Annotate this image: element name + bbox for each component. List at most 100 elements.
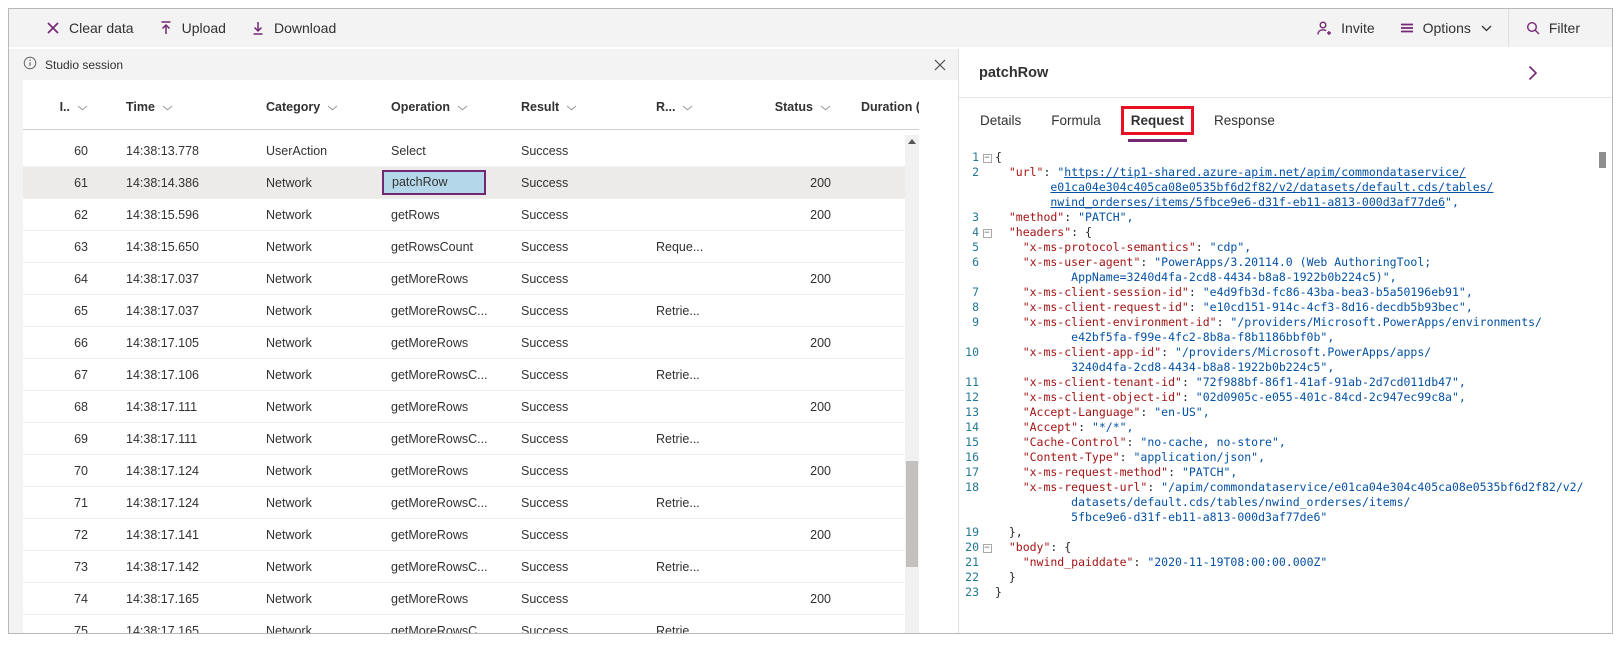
arrow-down-to-bar-icon bbox=[250, 20, 266, 36]
table-row[interactable]: 66 14:38:17.105 Network getMoreRows Success 2… bbox=[23, 327, 905, 359]
grid-vertical-scrollbar[interactable] bbox=[905, 135, 919, 633]
column-header-duration[interactable]: Duration ( bbox=[841, 84, 919, 129]
fold-gutter bbox=[979, 180, 995, 195]
table-row[interactable]: 71 14:38:17.124 Network getMoreRowsC... Succ… bbox=[23, 487, 905, 519]
cell-category: Network bbox=[266, 335, 312, 350]
cell-time: 14:38:17.106 bbox=[126, 367, 199, 382]
detail-header: patchRow bbox=[959, 49, 1612, 98]
table-row[interactable]: 72 14:38:17.141 Network getMoreRows Success 2… bbox=[23, 519, 905, 551]
url-link[interactable]: https://tip1-shared.azure-apim.net/apim/… bbox=[1064, 165, 1466, 179]
table-row[interactable]: 69 14:38:17.111 Network getMoreRowsC... Succ… bbox=[23, 423, 905, 455]
code-text: nwind_orderses/items/5fbce9e6-d31f-eb11-… bbox=[995, 195, 1612, 210]
table-row[interactable]: 75 14:38:17.165 Network getMoreRowsC... Succ… bbox=[23, 615, 905, 633]
code-line: datasets/default.cds/tables/nwind_orders… bbox=[959, 495, 1612, 510]
column-header-category[interactable]: Category bbox=[241, 84, 376, 129]
cell-status bbox=[721, 359, 841, 390]
cell-category: Network bbox=[266, 207, 312, 222]
chevron-down-icon bbox=[820, 100, 831, 114]
upload-label: Upload bbox=[181, 20, 226, 36]
table-row[interactable]: 73 14:38:17.142 Network getMoreRowsC... Succ… bbox=[23, 551, 905, 583]
table-row[interactable]: 60 14:38:13.778 UserAction Select Success bbox=[23, 135, 905, 167]
collapse-icon[interactable]: − bbox=[982, 153, 992, 163]
token: "x-ms-client-tenant-id" bbox=[1022, 375, 1182, 389]
code-text: 5fbce9e6-d31f-eb11-a813-000d3af77de6" bbox=[995, 510, 1612, 525]
cell-id: 68 bbox=[74, 399, 88, 414]
cell-id: 60 bbox=[74, 143, 88, 158]
cell-operation: getMoreRows bbox=[391, 335, 469, 350]
cell-id: 67 bbox=[74, 367, 88, 382]
cell-status bbox=[721, 231, 841, 262]
line-number: 18 bbox=[965, 480, 979, 494]
column-header-status[interactable]: Status bbox=[721, 84, 841, 129]
table-row[interactable]: 67 14:38:17.106 Network getMoreRowsC... Succ… bbox=[23, 359, 905, 391]
collapse-icon[interactable]: − bbox=[982, 228, 992, 238]
main-area: Studio session I.. Time Category Operation R… bbox=[9, 47, 1612, 633]
grid-scrollbar-thumb[interactable] bbox=[906, 461, 918, 567]
cell-rinfo bbox=[641, 167, 721, 198]
table-row[interactable]: 74 14:38:17.165 Network getMoreRows Success 2… bbox=[23, 583, 905, 615]
tab-formula[interactable]: Formula bbox=[1050, 98, 1102, 143]
table-row[interactable]: 61 14:38:14.386 Network patchRow Success 200 bbox=[23, 167, 905, 199]
column-header-result[interactable]: Result bbox=[508, 84, 641, 129]
next-event-button[interactable] bbox=[1528, 65, 1596, 81]
cell-id: 66 bbox=[74, 335, 88, 350]
code-text: "Content-Type": "application/json", bbox=[995, 450, 1612, 465]
fold-gutter bbox=[979, 240, 995, 255]
cell-operation: getRows bbox=[391, 207, 440, 222]
cell-time: 14:38:17.111 bbox=[126, 399, 198, 414]
selected-operation-cell[interactable]: patchRow bbox=[382, 170, 486, 195]
fold-gutter bbox=[979, 495, 995, 510]
token: { bbox=[995, 150, 1002, 164]
url-link[interactable]: e01ca04e304c405ca08e0535bf6d2f82/v2/data… bbox=[1050, 180, 1494, 194]
code-text: "url": "https://tip1-shared.azure-apim.n… bbox=[995, 165, 1612, 180]
code-line: 5 "x-ms-protocol-semantics": "cdp", bbox=[959, 240, 1612, 255]
column-header-time[interactable]: Time bbox=[96, 84, 241, 129]
download-button[interactable]: Download bbox=[238, 9, 348, 47]
filter-button[interactable]: Filter bbox=[1513, 9, 1592, 47]
cell-result: Success bbox=[521, 463, 569, 478]
cell-category: Network bbox=[266, 239, 312, 254]
table-row[interactable]: 65 14:38:17.037 Network getMoreRowsC... Succ… bbox=[23, 295, 905, 327]
table-row[interactable]: 68 14:38:17.111 Network getMoreRows Success 2… bbox=[23, 391, 905, 423]
detail-tabs: Details Formula Request Response bbox=[959, 98, 1612, 143]
download-label: Download bbox=[273, 20, 337, 36]
upload-button[interactable]: Upload bbox=[146, 9, 238, 47]
cell-time: 14:38:13.778 bbox=[126, 143, 199, 158]
table-row[interactable]: 70 14:38:17.124 Network getMoreRows Success 2… bbox=[23, 455, 905, 487]
column-header-id[interactable]: I.. bbox=[23, 84, 96, 129]
table-row[interactable]: 62 14:38:15.596 Network getRows Success 200 bbox=[23, 199, 905, 231]
grid-left-gutter bbox=[9, 80, 23, 633]
events-grid: I.. Time Category Operation Result R... Status… bbox=[23, 84, 919, 633]
code-text: 3240d4fa-2cd8-4434-b8a8-1922b0b224c5", bbox=[995, 360, 1612, 375]
column-header-rinfo[interactable]: R... bbox=[641, 84, 721, 129]
code-text: "x-ms-request-url": "/apim/commondataser… bbox=[995, 480, 1612, 495]
cell-id: 71 bbox=[74, 495, 88, 510]
code-text: "body": { bbox=[995, 540, 1612, 555]
column-label: Time bbox=[126, 99, 155, 114]
collapse-icon[interactable]: − bbox=[982, 543, 992, 553]
close-session-button[interactable] bbox=[934, 59, 946, 71]
cell-time: 14:38:17.165 bbox=[126, 623, 199, 634]
editor-scrollbar-thumb[interactable] bbox=[1599, 152, 1606, 168]
column-header-operation[interactable]: Operation bbox=[376, 84, 508, 129]
line-number: 22 bbox=[965, 570, 979, 584]
tab-response[interactable]: Response bbox=[1213, 98, 1276, 143]
cell-operation: getMoreRowsC... bbox=[391, 303, 488, 318]
toolbar-divider bbox=[1507, 9, 1509, 47]
fold-gutter bbox=[979, 480, 995, 495]
cell-id: 65 bbox=[74, 303, 88, 318]
code-text: "x-ms-client-request-id": "e10cd151-914c… bbox=[995, 300, 1612, 315]
tab-details[interactable]: Details bbox=[979, 98, 1022, 143]
toolbar: Clear data Upload Download Invite bbox=[9, 9, 1612, 47]
tab-request[interactable]: Request bbox=[1120, 98, 1195, 143]
clear-data-button[interactable]: Clear data bbox=[33, 9, 146, 47]
scroll-up-arrow-icon[interactable] bbox=[908, 139, 916, 144]
cell-time: 14:38:17.105 bbox=[126, 335, 199, 350]
url-link[interactable]: nwind_orderses/items/5fbce9e6-d31f-eb11-… bbox=[1050, 195, 1446, 209]
table-row[interactable]: 63 14:38:15.650 Network getRowsCount Success… bbox=[23, 231, 905, 263]
invite-button[interactable]: Invite bbox=[1304, 9, 1386, 47]
request-json-editor: 1−{2 "url": "https://tip1-shared.azure-ap… bbox=[959, 145, 1612, 633]
table-row[interactable]: 64 14:38:17.037 Network getMoreRows Success 2… bbox=[23, 263, 905, 295]
options-button[interactable]: Options bbox=[1387, 9, 1504, 47]
cell-time: 14:38:14.386 bbox=[126, 175, 199, 190]
